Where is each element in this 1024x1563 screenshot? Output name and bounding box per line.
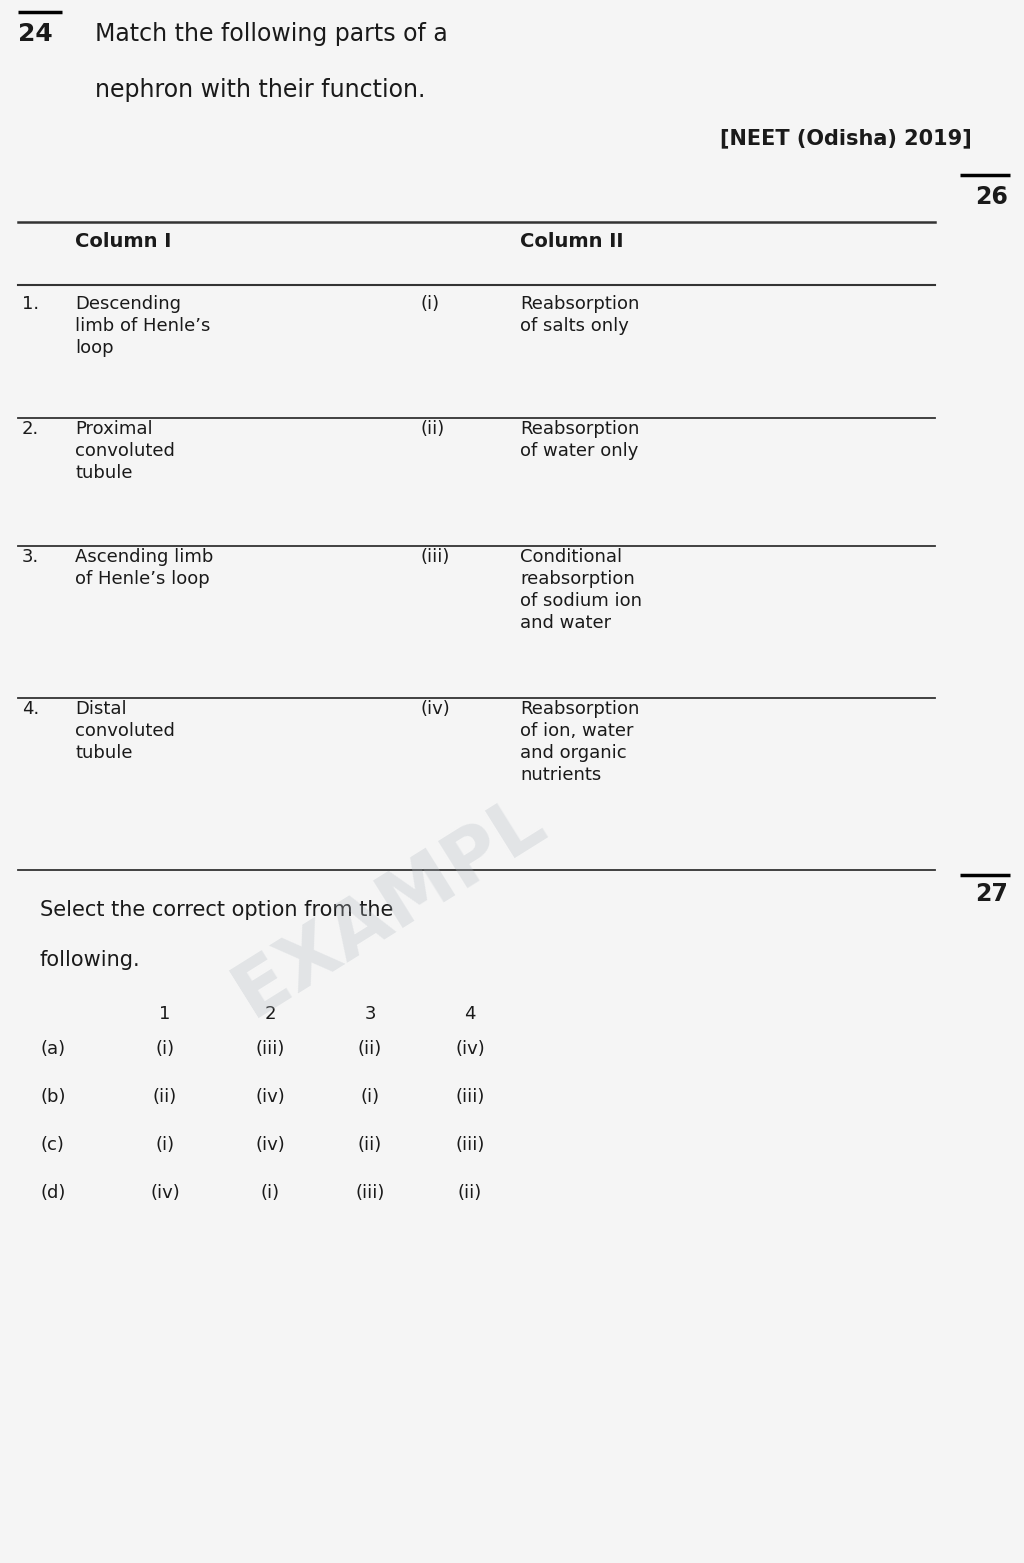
Text: (ii): (ii) xyxy=(458,1185,482,1202)
Text: of sodium ion: of sodium ion xyxy=(520,592,642,610)
Text: 2.: 2. xyxy=(22,420,39,438)
Text: (i): (i) xyxy=(420,295,439,313)
Text: (iii): (iii) xyxy=(255,1039,285,1058)
Text: (iv): (iv) xyxy=(420,700,450,717)
Text: and organic: and organic xyxy=(520,744,627,763)
Text: following.: following. xyxy=(40,950,140,971)
Text: (i): (i) xyxy=(156,1039,174,1058)
Text: 3: 3 xyxy=(365,1005,376,1024)
Text: (ii): (ii) xyxy=(357,1039,382,1058)
Text: Column II: Column II xyxy=(520,231,624,252)
Text: (ii): (ii) xyxy=(420,420,444,438)
Text: tubule: tubule xyxy=(75,744,132,763)
Text: convoluted: convoluted xyxy=(75,442,175,460)
Text: (i): (i) xyxy=(360,1088,380,1107)
Text: (ii): (ii) xyxy=(357,1136,382,1153)
Text: (c): (c) xyxy=(40,1136,63,1153)
Text: EXAMPL: EXAMPL xyxy=(221,782,557,1032)
Text: (iii): (iii) xyxy=(456,1088,484,1107)
Text: Reabsorption: Reabsorption xyxy=(520,295,639,313)
Text: (a): (a) xyxy=(40,1039,66,1058)
Text: and water: and water xyxy=(520,614,611,631)
Text: Select the correct option from the: Select the correct option from the xyxy=(40,900,393,921)
Text: of Henle’s loop: of Henle’s loop xyxy=(75,570,210,588)
Text: (iv): (iv) xyxy=(255,1088,285,1107)
Text: (d): (d) xyxy=(40,1185,66,1202)
Text: 1.: 1. xyxy=(22,295,39,313)
Text: 4.: 4. xyxy=(22,700,39,717)
Text: 27: 27 xyxy=(975,882,1008,907)
Text: Reabsorption: Reabsorption xyxy=(520,700,639,717)
Text: of water only: of water only xyxy=(520,442,638,460)
Text: (b): (b) xyxy=(40,1088,66,1107)
Text: (iii): (iii) xyxy=(355,1185,385,1202)
Text: Proximal: Proximal xyxy=(75,420,153,438)
Text: (iii): (iii) xyxy=(456,1136,484,1153)
Text: nephron with their function.: nephron with their function. xyxy=(95,78,425,102)
Text: (iv): (iv) xyxy=(151,1185,180,1202)
Text: (iv): (iv) xyxy=(455,1039,485,1058)
Text: limb of Henle’s: limb of Henle’s xyxy=(75,317,210,334)
Text: 4: 4 xyxy=(464,1005,476,1024)
Text: 26: 26 xyxy=(975,184,1008,209)
Text: convoluted: convoluted xyxy=(75,722,175,739)
Text: (iv): (iv) xyxy=(255,1136,285,1153)
Text: loop: loop xyxy=(75,339,114,356)
Text: Descending: Descending xyxy=(75,295,181,313)
Text: (ii): (ii) xyxy=(153,1088,177,1107)
Text: 1: 1 xyxy=(160,1005,171,1024)
Text: Distal: Distal xyxy=(75,700,127,717)
Text: Conditional: Conditional xyxy=(520,549,623,566)
Text: tubule: tubule xyxy=(75,464,132,481)
Text: reabsorption: reabsorption xyxy=(520,570,635,588)
Text: Reabsorption: Reabsorption xyxy=(520,420,639,438)
Text: 2: 2 xyxy=(264,1005,275,1024)
Text: (iii): (iii) xyxy=(420,549,450,566)
Text: (i): (i) xyxy=(260,1185,280,1202)
Text: Ascending limb: Ascending limb xyxy=(75,549,213,566)
Text: nutrients: nutrients xyxy=(520,766,601,785)
Text: of ion, water: of ion, water xyxy=(520,722,634,739)
Text: [NEET (Odisha) 2019]: [NEET (Odisha) 2019] xyxy=(720,128,972,148)
Text: 24: 24 xyxy=(18,22,53,45)
Text: Column I: Column I xyxy=(75,231,171,252)
Text: 3.: 3. xyxy=(22,549,39,566)
Text: of salts only: of salts only xyxy=(520,317,629,334)
Text: (i): (i) xyxy=(156,1136,174,1153)
Text: Match the following parts of a: Match the following parts of a xyxy=(95,22,447,45)
